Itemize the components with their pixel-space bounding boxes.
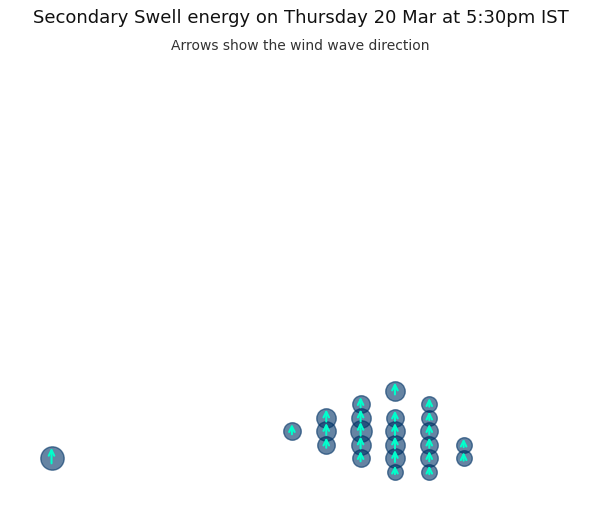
Text: Secondary Swell energy on Thursday 20 Mar at 5:30pm IST: Secondary Swell energy on Thursday 20 Ma… <box>32 9 569 27</box>
Text: Arrows show the wind wave direction: Arrows show the wind wave direction <box>171 39 430 53</box>
